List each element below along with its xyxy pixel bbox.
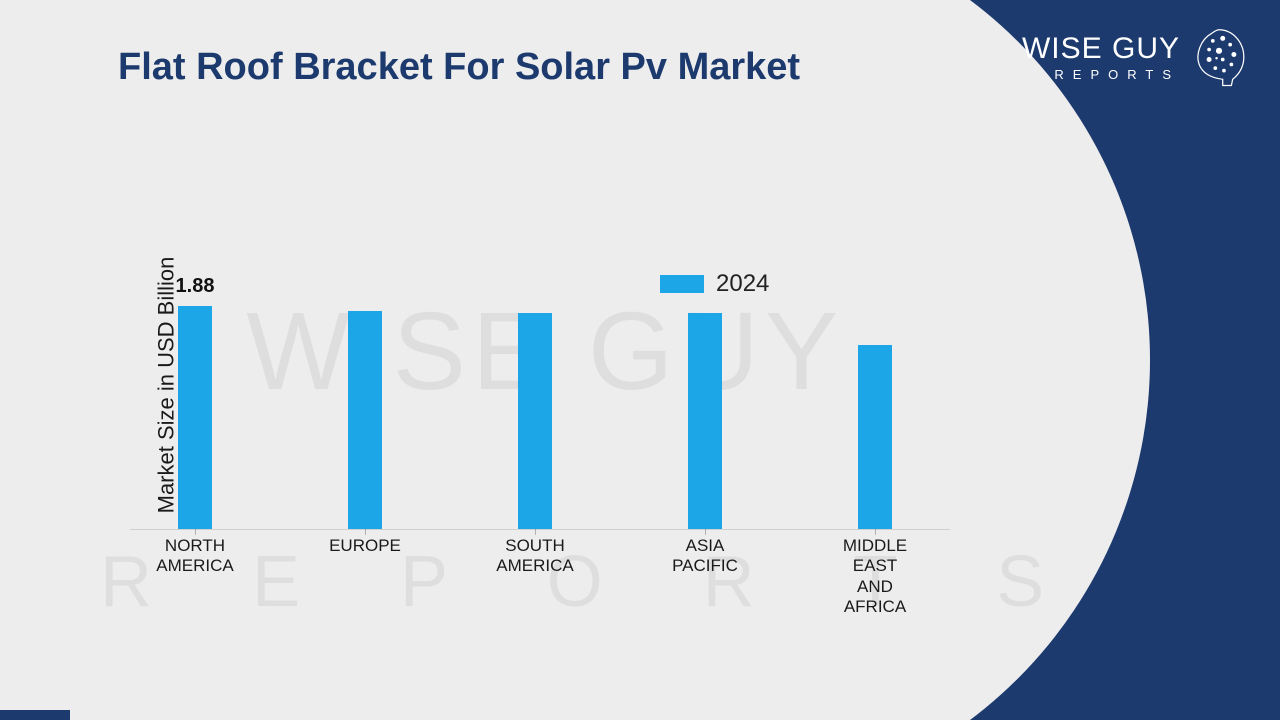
bar (178, 306, 212, 529)
category-label: ASIA PACIFIC (640, 536, 770, 577)
category-label: SOUTH AMERICA (470, 536, 600, 577)
chart-canvas: WISE GUY REPORTS WISE GUY R E P O R T S … (0, 0, 1280, 720)
category-label: EUROPE (300, 536, 430, 556)
bar (348, 311, 382, 530)
bar-slot (858, 345, 892, 529)
bar-value-label: 1.88 (176, 275, 215, 298)
bars-container: 1.88 (130, 150, 950, 529)
bar-slot (688, 313, 722, 529)
category-labels: NORTH AMERICA EUROPE SOUTH AMERICA ASIA PAC… (130, 530, 950, 620)
bar-slot (178, 306, 212, 529)
bar-chart: Market Size in USD Billion 2024 1.88 NOR… (100, 150, 950, 620)
brand-logo: WISE GUY REPORTS (1022, 26, 1250, 88)
bar (518, 313, 552, 529)
category-label: MIDDLE EAST AND AFRICA (810, 536, 940, 618)
logo-line-2: REPORTS (1054, 68, 1180, 81)
logo-line-1: WISE GUY (1022, 34, 1180, 64)
plot-area: 2024 1.88 (130, 150, 950, 530)
bar-slot (348, 311, 382, 530)
bar-slot (518, 313, 552, 529)
chart-title: Flat Roof Bracket For Solar Pv Market (118, 44, 838, 92)
bar (858, 345, 892, 529)
logo-head-icon (1188, 26, 1250, 88)
bar (688, 313, 722, 529)
category-label: NORTH AMERICA (130, 536, 260, 577)
bottom-accent-stripe (0, 710, 70, 720)
